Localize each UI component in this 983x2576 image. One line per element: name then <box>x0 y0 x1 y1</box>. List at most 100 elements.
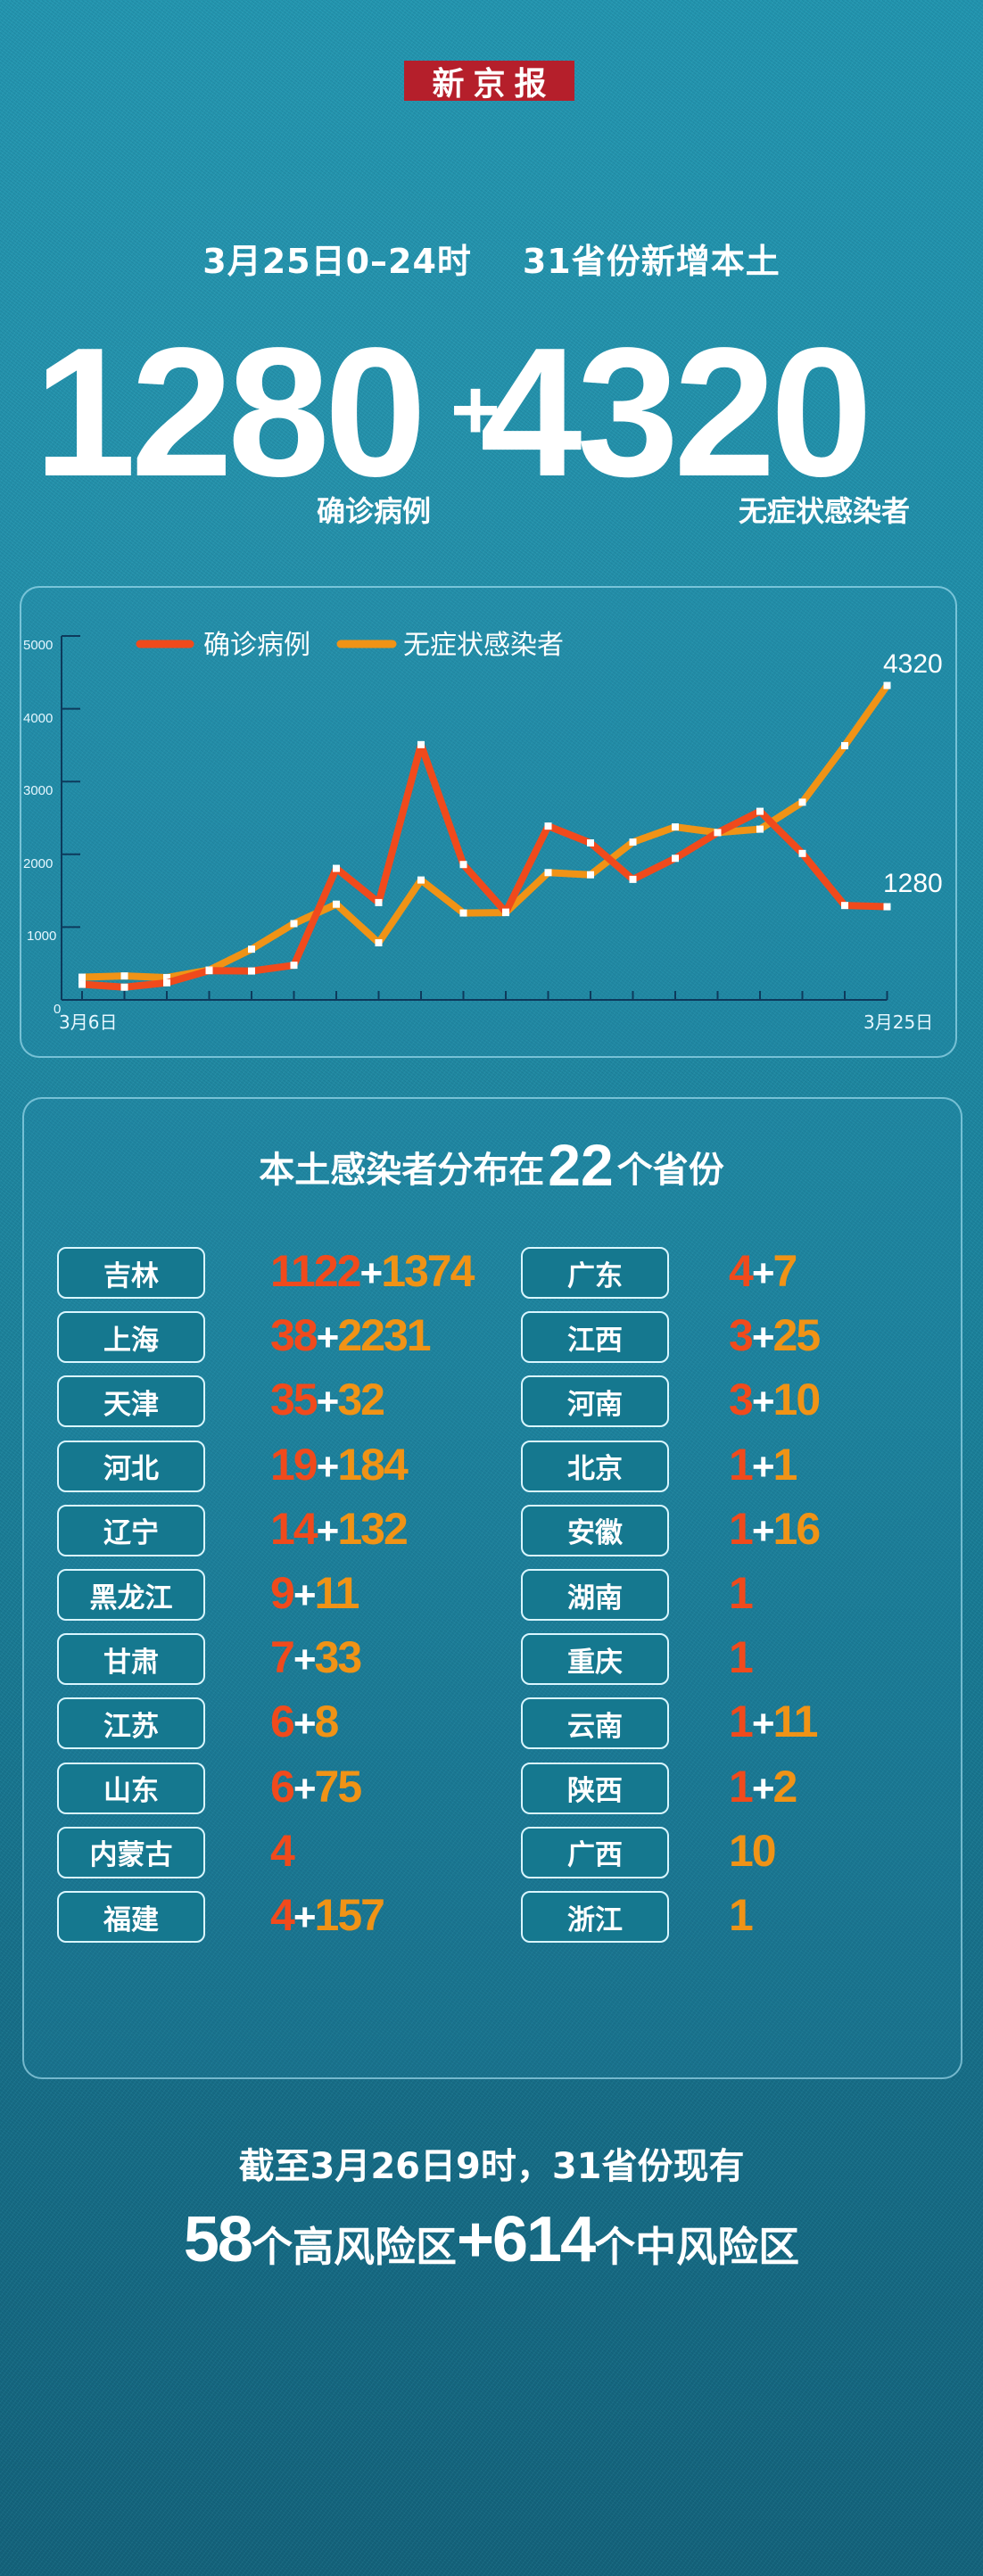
confirmed-count: 35 <box>270 1375 318 1425</box>
province-case-counts: 35+32 <box>270 1374 385 1425</box>
confirmed-count: 4 <box>270 1825 295 1876</box>
province-name-box: 河北 <box>57 1440 205 1492</box>
y-tick-4000: 4000 <box>23 711 53 726</box>
confirmed-count: 3 <box>729 1310 754 1361</box>
data-point-marker <box>883 681 891 689</box>
province-name-box: 福建 <box>57 1891 205 1943</box>
data-point-marker <box>459 909 467 917</box>
chart-legend: 确诊病例 无症状感染者 <box>136 630 564 661</box>
end-label-confirmed: 1280 <box>883 869 943 898</box>
data-point-marker <box>290 920 298 928</box>
province-name-box: 安徽 <box>521 1504 669 1556</box>
asymptomatic-count: 11 <box>314 1568 360 1618</box>
data-point-marker <box>120 983 128 991</box>
plus-sign: + <box>316 1316 340 1360</box>
province-case-counts: 10 <box>729 1825 777 1877</box>
confirmed-count: 4 <box>270 1890 295 1940</box>
confirmed-count: 1 <box>729 1697 754 1747</box>
plus-sign: + <box>293 1573 317 1617</box>
plus-sign: + <box>751 1508 775 1553</box>
data-point-marker <box>290 962 298 970</box>
province-name-box: 吉林 <box>57 1247 205 1299</box>
plus-sign: + <box>293 1702 317 1746</box>
province-name-box: 内蒙古 <box>57 1826 205 1878</box>
asymptomatic-count: 10 <box>729 1825 777 1876</box>
data-point-marker <box>672 855 679 863</box>
province-case-counts: 1+11 <box>729 1696 818 1747</box>
asymptomatic-count: 157 <box>314 1890 385 1940</box>
province-name-box: 浙江 <box>521 1891 669 1943</box>
province-case-counts: 4 <box>270 1825 295 1877</box>
asymptomatic-count: 33 <box>314 1632 363 1683</box>
province-case-counts: 1+16 <box>729 1503 821 1555</box>
plus-sign: + <box>751 1766 775 1811</box>
plus-sign: + <box>316 1444 340 1489</box>
confirmed-count: 9 <box>270 1568 295 1618</box>
plus-sign: + <box>751 1251 775 1295</box>
asymptomatic-total: 4320 <box>480 310 872 515</box>
province-name-box: 江西 <box>521 1311 669 1364</box>
y-tick-2000: 2000 <box>23 856 53 871</box>
province-case-counts: 1122+1374 <box>270 1245 475 1297</box>
high-risk-count: 58 <box>183 2204 253 2275</box>
province-name-box: 陕西 <box>521 1762 669 1814</box>
plus-sign: + <box>751 1444 775 1489</box>
province-case-counts: 9+11 <box>270 1567 360 1619</box>
mid-risk-label: 个中风险区 <box>594 2223 800 2271</box>
province-case-counts: 6+75 <box>270 1761 363 1812</box>
data-point-marker <box>333 864 340 872</box>
asymptomatic-count: 1 <box>729 1890 754 1940</box>
data-point-marker <box>205 967 213 975</box>
province-name-box: 云南 <box>521 1697 669 1750</box>
asymptomatic-line <box>78 681 891 981</box>
province-name-box: 天津 <box>57 1375 205 1428</box>
data-point-marker <box>883 903 891 911</box>
asymptomatic-count: 7 <box>772 1246 798 1296</box>
y-tick-0: 0 <box>54 1002 61 1017</box>
data-point-marker <box>629 838 637 846</box>
confirmed-count: 14 <box>270 1503 318 1554</box>
data-point-marker <box>587 871 594 879</box>
confirmed-count: 4 <box>729 1246 754 1296</box>
asymptomatic-count: 2231 <box>337 1310 431 1361</box>
plus-sign: + <box>450 362 501 458</box>
x-tick-last: 3月25日 <box>863 1011 933 1033</box>
plus-sign: + <box>316 1380 340 1424</box>
risk-area-counts: 58个高风险区+614个中风险区 <box>0 2203 983 2276</box>
asymptomatic-count: 75 <box>314 1761 363 1812</box>
data-point-marker <box>375 938 383 946</box>
high-risk-label: 个高风险区 <box>251 2223 457 2271</box>
end-value-labels: 4320 1280 <box>883 649 943 898</box>
chart-axes <box>61 635 888 1001</box>
data-point-marker <box>841 741 848 749</box>
subtitle: 3月25日0–24时 31省份新增本土 <box>202 242 781 281</box>
plus-sign: + <box>751 1702 775 1746</box>
end-label-asymptomatic: 4320 <box>883 649 943 679</box>
province-case-counts: 3+25 <box>729 1309 821 1361</box>
data-point-marker <box>417 740 425 748</box>
data-point-marker <box>78 980 86 988</box>
province-case-counts: 14+132 <box>270 1503 409 1555</box>
province-case-counts: 1 <box>729 1631 754 1683</box>
province-case-counts: 38+2231 <box>270 1309 432 1361</box>
plus-sign: + <box>293 1766 317 1811</box>
province-name-box: 河南 <box>521 1375 669 1428</box>
confirmed-count: 19 <box>270 1439 318 1490</box>
data-point-marker <box>756 825 764 833</box>
asymptomatic-count: 8 <box>314 1697 340 1747</box>
data-point-marker <box>163 978 170 987</box>
plus-sign: + <box>359 1251 383 1295</box>
data-point-marker <box>714 829 722 837</box>
data-point-marker <box>587 838 594 846</box>
legend-asym-label: 无症状感染者 <box>403 630 564 661</box>
confirmed-count: 1 <box>729 1568 754 1618</box>
data-point-marker <box>798 849 806 857</box>
chart-series <box>78 681 891 991</box>
legend-confirmed-label: 确诊病例 <box>203 630 310 661</box>
y-axis-labels: 5000 4000 3000 2000 1000 0 <box>23 638 61 1017</box>
data-point-marker <box>248 945 255 954</box>
y-tick-3000: 3000 <box>23 783 53 798</box>
province-case-counts: 1+1 <box>729 1439 797 1490</box>
confirmed-label: 确诊病例 <box>317 494 432 528</box>
province-name-box: 辽宁 <box>57 1504 205 1556</box>
